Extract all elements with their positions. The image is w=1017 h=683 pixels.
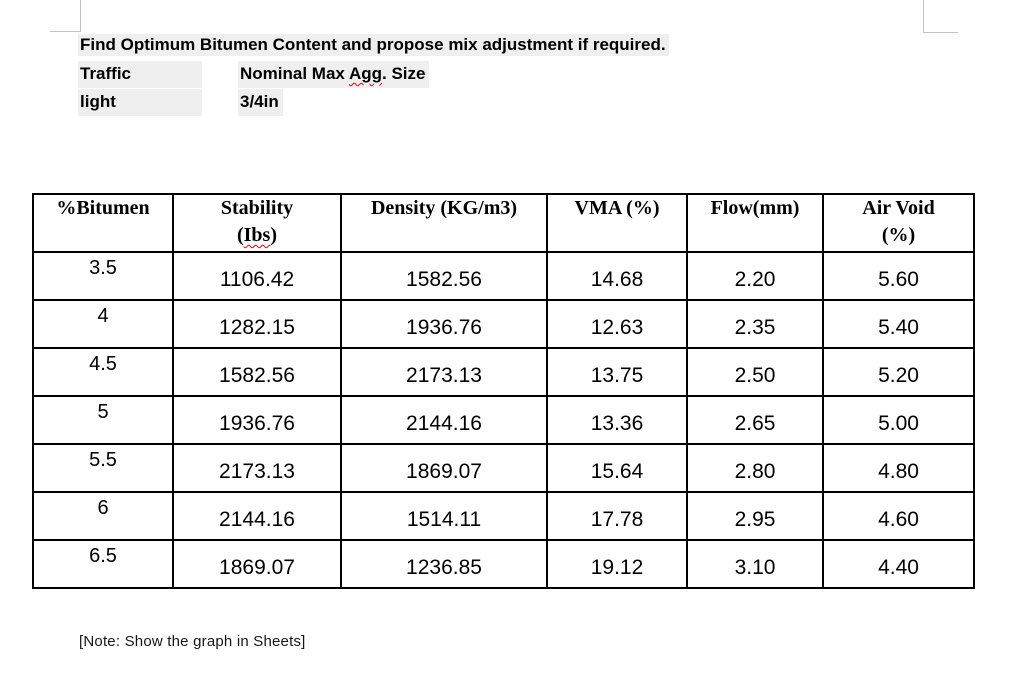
paren-open: ( bbox=[236, 224, 244, 246]
misspelled-word-ibs: Ibs bbox=[243, 224, 271, 246]
col-header-density: Density (KG/m3) bbox=[340, 193, 548, 253]
cell-bitumen: 6.5 bbox=[32, 539, 174, 589]
table-row: 3.5 1106.42 1582.56 14.68 2.20 5.60 bbox=[32, 251, 975, 301]
cell-bitumen: 4 bbox=[32, 299, 174, 349]
note-text: [Note: Show the graph in Sheets] bbox=[79, 633, 306, 650]
airvoid-line2: (%) bbox=[881, 224, 916, 246]
cell-stability: 1582.56 bbox=[172, 347, 342, 397]
cell-vma: 12.63 bbox=[546, 299, 688, 349]
table-row: 6.5 1869.07 1236.85 19.12 3.10 4.40 bbox=[32, 539, 975, 589]
cell-airvoid: 5.20 bbox=[822, 347, 975, 397]
col-header-stability: Stability (Ibs) bbox=[172, 193, 342, 253]
airvoid-line1: Air Void bbox=[862, 197, 935, 219]
cell-airvoid: 5.40 bbox=[822, 299, 975, 349]
cell-bitumen: 3.5 bbox=[32, 251, 174, 301]
cell-bitumen: 4.5 bbox=[32, 347, 174, 397]
cell-density: 1514.11 bbox=[340, 491, 548, 541]
cell-vma: 17.78 bbox=[546, 491, 688, 541]
cell-stability: 1869.07 bbox=[172, 539, 342, 589]
cell-flow: 2.20 bbox=[686, 251, 824, 301]
cell-airvoid: 4.60 bbox=[822, 491, 975, 541]
page-corner-mark-right bbox=[923, 0, 958, 33]
cell-density: 2173.13 bbox=[340, 347, 548, 397]
cell-vma: 15.64 bbox=[546, 443, 688, 493]
instruction-line: Find Optimum Bitumen Content and propose… bbox=[78, 33, 669, 57]
cell-stability: 2173.13 bbox=[172, 443, 342, 493]
cell-flow: 2.50 bbox=[686, 347, 824, 397]
traffic-value: light bbox=[78, 89, 202, 116]
cell-stability: 2144.16 bbox=[172, 491, 342, 541]
table-row: 5.5 2173.13 1869.07 15.64 2.80 4.80 bbox=[32, 443, 975, 493]
traffic-value-line: light 3/4in bbox=[78, 89, 283, 116]
cell-bitumen: 6 bbox=[32, 491, 174, 541]
table-row: 4.5 1582.56 2173.13 13.75 2.50 5.20 bbox=[32, 347, 975, 397]
marshall-mix-table: %Bitumen Stability (Ibs) Density (KG/m3)… bbox=[32, 193, 975, 589]
cell-density: 2144.16 bbox=[340, 395, 548, 445]
cell-vma: 13.36 bbox=[546, 395, 688, 445]
table-row: 6 2144.16 1514.11 17.78 2.95 4.60 bbox=[32, 491, 975, 541]
misspelled-word-agg: Agg bbox=[348, 64, 382, 83]
cell-density: 1236.85 bbox=[340, 539, 548, 589]
table-header-row: %Bitumen Stability (Ibs) Density (KG/m3)… bbox=[32, 193, 975, 253]
col-header-vma: VMA (%) bbox=[546, 193, 688, 253]
cell-airvoid: 5.60 bbox=[822, 251, 975, 301]
stability-line2: (Ibs) bbox=[174, 222, 340, 249]
cell-airvoid: 5.00 bbox=[822, 395, 975, 445]
cell-density: 1936.76 bbox=[340, 299, 548, 349]
cell-vma: 14.68 bbox=[546, 251, 688, 301]
paren-close: ) bbox=[270, 224, 278, 246]
cell-stability: 1106.42 bbox=[172, 251, 342, 301]
traffic-label: Traffic bbox=[78, 61, 202, 88]
stability-line1: Stability bbox=[220, 197, 294, 219]
cell-stability: 1936.76 bbox=[172, 395, 342, 445]
cell-stability: 1282.15 bbox=[172, 299, 342, 349]
cell-flow: 2.80 bbox=[686, 443, 824, 493]
cell-airvoid: 4.40 bbox=[822, 539, 975, 589]
cell-vma: 13.75 bbox=[546, 347, 688, 397]
col-header-airvoid: Air Void (%) bbox=[822, 193, 975, 253]
cell-flow: 2.95 bbox=[686, 491, 824, 541]
col-header-bitumen: %Bitumen bbox=[32, 193, 174, 253]
cell-flow: 2.65 bbox=[686, 395, 824, 445]
cell-density: 1869.07 bbox=[340, 443, 548, 493]
cell-bitumen: 5 bbox=[32, 395, 174, 445]
cell-density: 1582.56 bbox=[340, 251, 548, 301]
traffic-header-line: Traffic Nominal Max Agg. Size bbox=[78, 61, 430, 88]
instruction-text: Find Optimum Bitumen Content and propose… bbox=[78, 34, 669, 56]
col-header-flow: Flow(mm) bbox=[686, 193, 824, 253]
agg-size-value: 3/4in bbox=[238, 89, 283, 116]
table-row: 5 1936.76 2144.16 13.36 2.65 5.00 bbox=[32, 395, 975, 445]
agg-size-label: Nominal Max Agg. Size bbox=[238, 61, 430, 88]
agg-label-pre: Nominal Max bbox=[240, 64, 349, 83]
cell-bitumen: 5.5 bbox=[32, 443, 174, 493]
cell-flow: 2.35 bbox=[686, 299, 824, 349]
cell-flow: 3.10 bbox=[686, 539, 824, 589]
page-corner-mark-left bbox=[50, 0, 81, 32]
cell-vma: 19.12 bbox=[546, 539, 688, 589]
agg-label-post: . Size bbox=[382, 64, 426, 83]
table-row: 4 1282.15 1936.76 12.63 2.35 5.40 bbox=[32, 299, 975, 349]
cell-airvoid: 4.80 bbox=[822, 443, 975, 493]
